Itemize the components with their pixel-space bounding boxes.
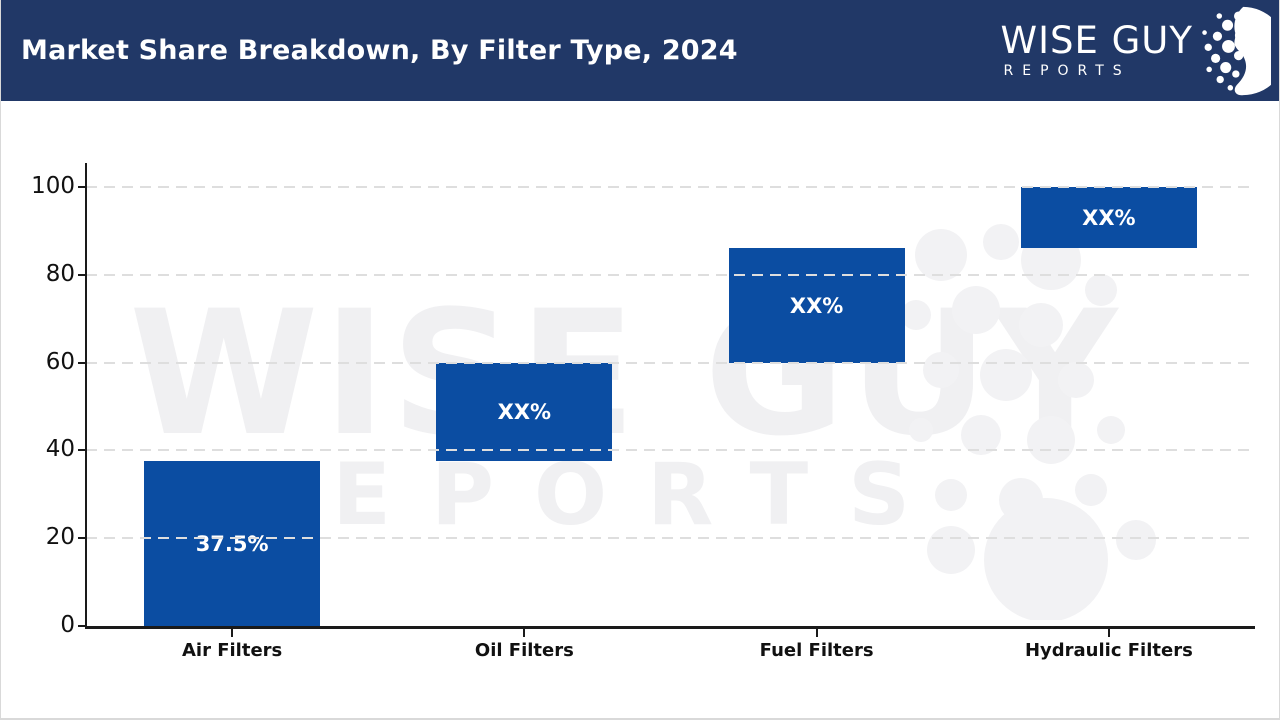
y-tick-label: 100	[31, 173, 75, 199]
bar-hydraulic-filters: XX%	[1020, 187, 1197, 249]
y-tick-mark	[78, 361, 86, 364]
page-title: Market Share Breakdown, By Filter Type, …	[21, 35, 738, 66]
gridline	[86, 537, 1255, 540]
bar-value-label: XX%	[497, 399, 552, 424]
y-tick-label: 20	[45, 524, 75, 551]
x-tick-mark	[815, 628, 818, 637]
y-tick-mark	[78, 273, 86, 276]
wise-guy-logo: WISE GUY REPORTS	[1001, 5, 1271, 97]
bar-air-filters: 37.5%	[144, 461, 321, 626]
y-tick-mark	[78, 537, 86, 540]
logo-subtitle: REPORTS	[1003, 63, 1131, 79]
x-category-label: Fuel Filters	[759, 640, 874, 661]
x-tick-mark	[231, 628, 234, 637]
header-band: Market Share Breakdown, By Filter Type, …	[1, 0, 1279, 101]
gridline	[86, 361, 1255, 364]
y-tick-label: 60	[45, 348, 75, 375]
logo-wordmark: WISE GUY	[1000, 19, 1193, 62]
y-axis-line	[85, 163, 87, 628]
gridline	[86, 449, 1255, 452]
x-category-label: Air Filters	[181, 640, 283, 661]
y-tick-label: 0	[60, 612, 75, 638]
gridline	[86, 186, 1255, 188]
gridline	[86, 273, 1255, 276]
y-tick-label: 40	[45, 436, 75, 463]
logo-text: WISE GUY REPORTS	[1001, 22, 1193, 79]
y-tick-mark	[78, 625, 86, 627]
x-axis-line	[85, 626, 1255, 629]
bar-value-label: XX%	[789, 293, 844, 318]
x-category-label: Oil Filters	[474, 640, 574, 661]
bar-oil-filters: XX%	[436, 362, 613, 462]
y-tick-label: 80	[45, 260, 75, 287]
wise-guy-head-icon	[1202, 6, 1271, 95]
watermark-subtitle: REPORTS	[226, 445, 951, 545]
y-tick-mark	[78, 449, 86, 452]
x-tick-mark	[1107, 628, 1110, 637]
x-tick-mark	[523, 628, 526, 637]
bar-value-label: 37.5%	[195, 531, 269, 556]
bar-fuel-filters: XX%	[728, 248, 905, 363]
bar-value-label: XX%	[1082, 205, 1136, 230]
y-tick-mark	[78, 186, 86, 188]
x-category-label: Hydraulic Filters	[1024, 640, 1193, 661]
